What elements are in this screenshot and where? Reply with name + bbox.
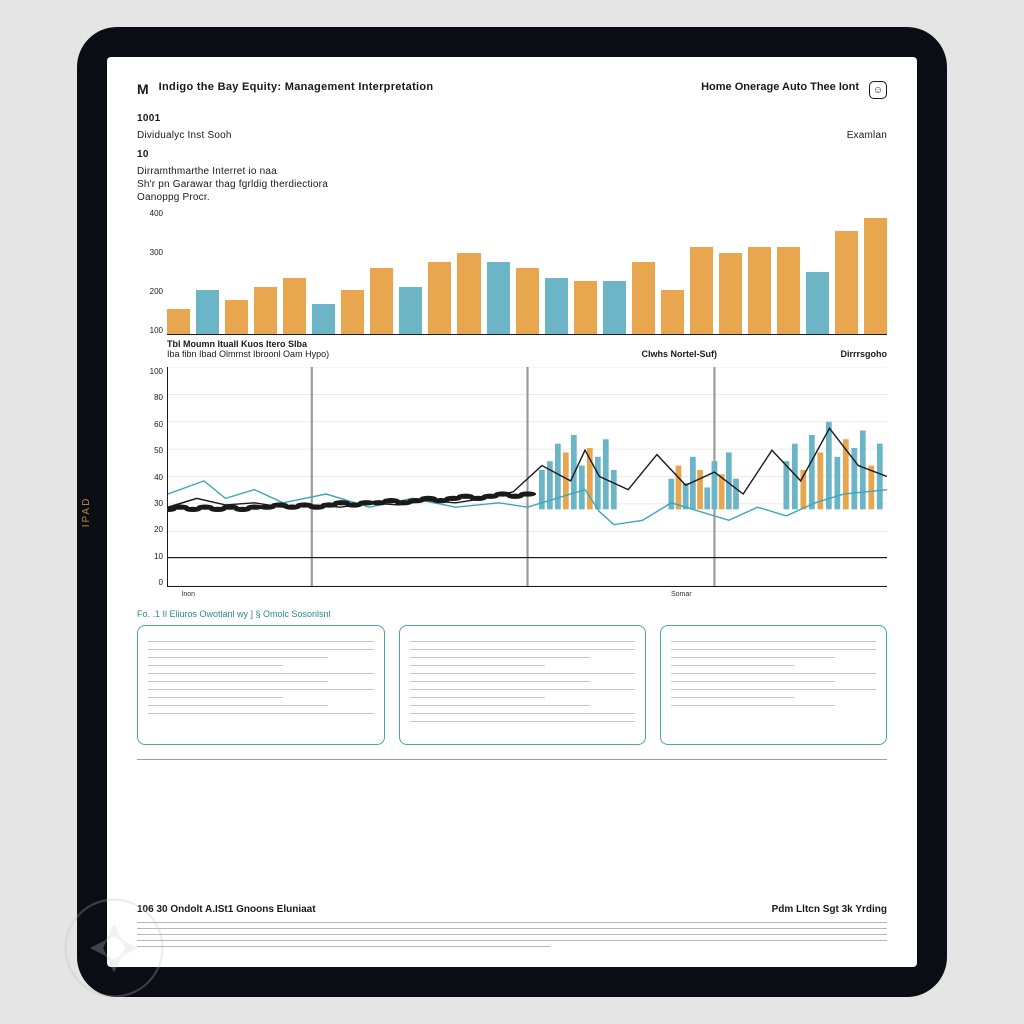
meta-block: 1001 Dividualyc Inst Sooh Examlan 10 Dir… [137, 113, 887, 203]
page-header: M Indigo the Bay Equity: Management Inte… [137, 81, 887, 99]
logo-mark: M [137, 81, 149, 97]
footer-divider [137, 759, 887, 760]
page-footer: 106 30 Ondolt A.ISt1 Gnoons Eluniaat Pdm… [137, 904, 887, 949]
footer-left: 106 30 Ondolt A.ISt1 Gnoons Eluniaat [137, 904, 316, 915]
header-nav-text[interactable]: Home Onerage Auto Thee Iont [701, 81, 859, 93]
meta-line-2: Dividualyc Inst Sooh [137, 130, 232, 141]
meta-body-2: Sh'r pn Garawar thag fgrldig therdiectio… [137, 179, 887, 190]
line-y-axis-labels: 100806050403020100 [137, 367, 163, 587]
meta-line-1: 1001 [137, 113, 887, 124]
tablet-frame: IPAD M Indigo the Bay Equity: Management… [77, 27, 947, 997]
report-page: M Indigo the Bay Equity: Management Inte… [107, 57, 917, 967]
line-plot-area [167, 367, 887, 587]
panel-3 [660, 625, 887, 745]
line-chart: 100806050403020100 Inon Somar [137, 367, 887, 597]
bar-chart: 400300200100 Tbl Moumn Ituall Kuos Itero… [137, 209, 887, 359]
meta-right-sub: Examlan [847, 130, 887, 141]
line-xlabel-left: Inon [181, 591, 195, 598]
footer-fineprint [137, 919, 887, 947]
panel-2 [399, 625, 647, 745]
meta-body-3: Oanoppg Procr. [137, 192, 887, 203]
line-svg [168, 367, 887, 586]
bar-y-axis-labels: 400300200100 [137, 209, 163, 335]
meta-body-1: Dirramthmarthe Interret io naa [137, 166, 887, 177]
line-xlabel-right: Somar [671, 591, 692, 598]
meta-line-3: 10 [137, 149, 887, 160]
panels-row [137, 625, 887, 745]
bar-caption-2: Iba fibn Ibad Olmrnst Ibroonl Oam Hypo) [167, 349, 329, 359]
bar-label-right-1: Clwhs Nortel-Suf) [642, 349, 718, 359]
panel-1 [137, 625, 385, 745]
device-side-label: IPAD [81, 497, 92, 528]
panels-caption: Fo. .1 Il Eliuros Owotlanl wy ] § Omolc … [137, 609, 887, 619]
page-title: Indigo the Bay Equity: Management Interp… [159, 81, 691, 93]
bar-label-right-2: Dirrrsgoho [840, 349, 887, 359]
bar-plot-area [167, 209, 887, 335]
line-x-axis-labels: Inon Somar [167, 591, 887, 601]
footer-right: Pdm Lltcn Sgt 3k Yrding [772, 904, 887, 915]
bar-caption-1: Tbl Moumn Ituall Kuos Itero Slba [167, 339, 307, 349]
user-icon[interactable]: ☺ [869, 81, 887, 99]
